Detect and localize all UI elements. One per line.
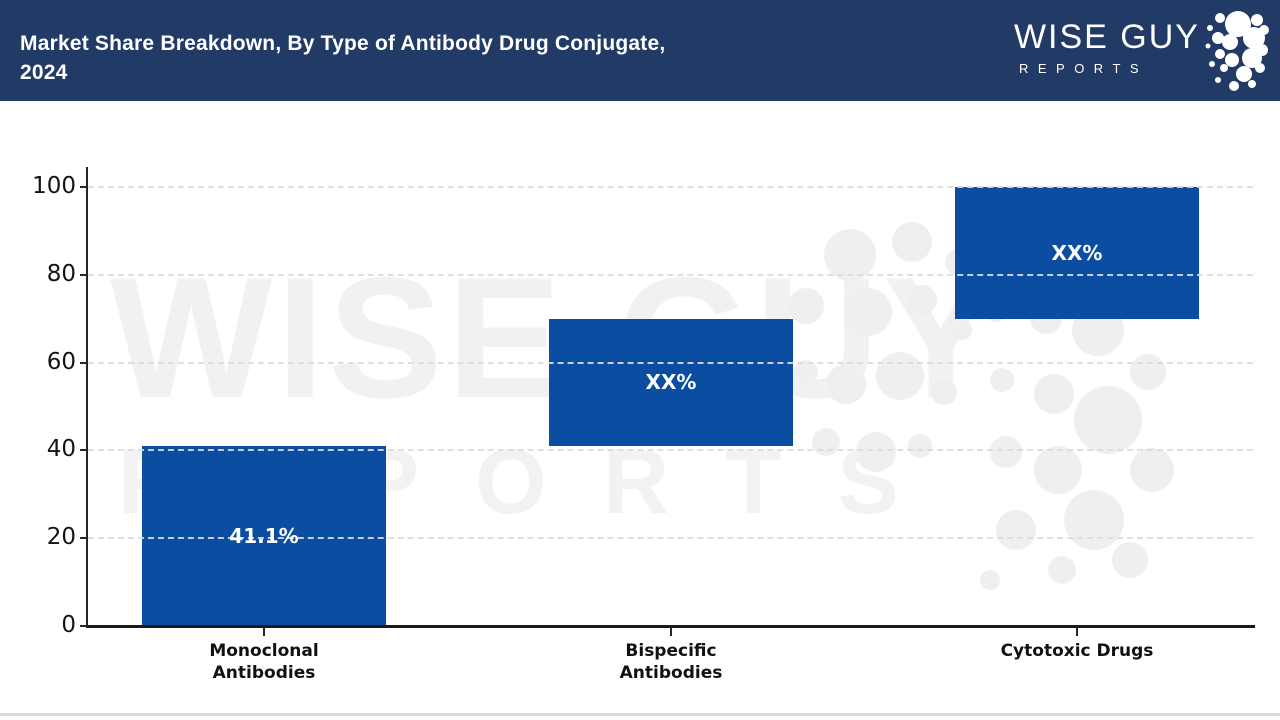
logo-text: WISE GUY REPORTS	[1014, 20, 1200, 76]
gridline	[88, 537, 1253, 540]
y-tick-mark	[80, 625, 88, 627]
page-title-line1: Market Share Breakdown, By Type of Antib…	[20, 32, 666, 55]
y-tick-label: 60	[46, 348, 76, 375]
gridline	[88, 273, 1253, 276]
bar	[955, 187, 1199, 319]
bar-value-label: 41.1%	[229, 523, 299, 548]
y-tick-label: 20	[46, 524, 76, 551]
x-tick-mark	[670, 628, 672, 636]
bar-value-label: XX%	[645, 370, 697, 395]
page-title-line2: 2024	[20, 60, 68, 84]
bar-value-label: XX%	[1051, 240, 1103, 265]
y-tick-mark	[80, 449, 88, 452]
gridline	[88, 361, 1253, 364]
y-tick-label: 0	[61, 612, 76, 638]
x-tick-mark	[1076, 628, 1078, 636]
bar	[549, 318, 793, 446]
y-tick-mark	[80, 537, 88, 540]
logo-wordmark: WISE GUY	[1013, 18, 1200, 56]
page-title: Market Share Breakdown, By Type of Antib…	[20, 30, 750, 88]
gridline	[88, 186, 1253, 188]
x-tick-label: Bispecific Antibodies	[619, 641, 723, 684]
x-tick-label: Cytotoxic Drugs	[1000, 641, 1154, 661]
y-tick-mark	[80, 186, 88, 188]
bottom-border-line	[0, 713, 1280, 716]
x-axis	[86, 625, 1255, 628]
x-tick-label: Monoclonal Antibodies	[209, 641, 319, 684]
y-tick-label: 40	[46, 436, 76, 463]
logo: WISE GUY REPORTS	[1014, 8, 1270, 94]
y-tick-mark	[80, 361, 88, 364]
gridline	[88, 449, 1253, 452]
logo-head-icon	[1205, 11, 1269, 91]
logo-sub-wordmark: REPORTS	[1018, 61, 1149, 76]
y-tick-label: 100	[32, 173, 76, 199]
x-tick-mark	[263, 628, 265, 636]
y-tick-mark	[80, 273, 88, 276]
header-band: Market Share Breakdown, By Type of Antib…	[0, 0, 1280, 101]
y-axis	[86, 167, 88, 628]
bar	[142, 445, 386, 626]
y-tick-label: 80	[46, 260, 76, 287]
